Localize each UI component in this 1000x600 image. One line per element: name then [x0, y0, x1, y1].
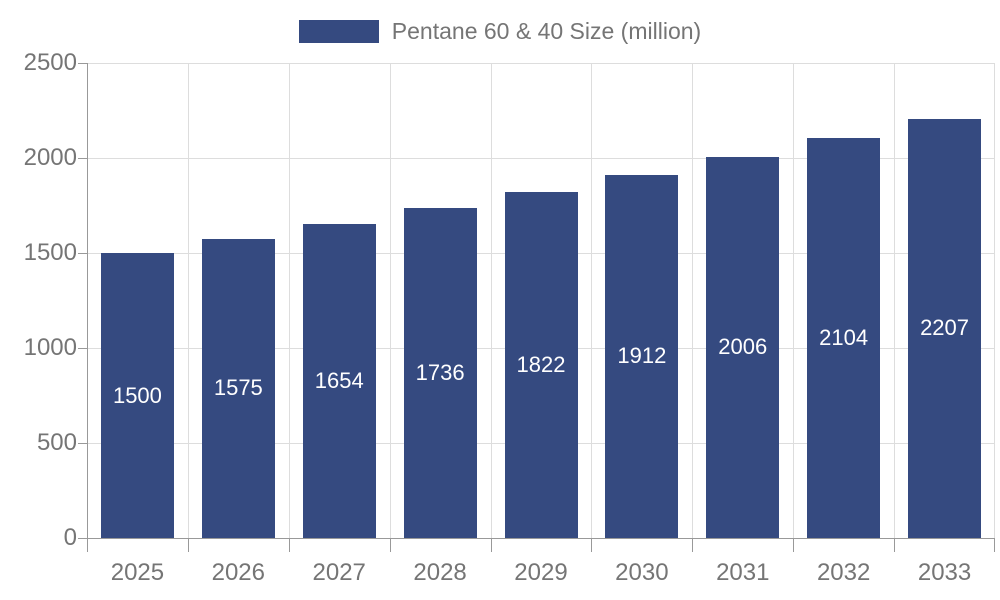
x-tick-label-2026: 2026: [211, 559, 265, 586]
bar-2029[interactable]: 1822: [504, 191, 578, 538]
legend[interactable]: Pentane 60 & 40 Size (million): [0, 14, 1000, 48]
y-tick-label: 2500: [23, 49, 77, 76]
bar-2026[interactable]: 1575: [201, 238, 275, 538]
y-tick-label: 500: [36, 429, 77, 456]
x-tick: [591, 538, 592, 552]
y-tick-label: 1500: [23, 239, 77, 266]
y-tick-label: 0: [63, 524, 77, 551]
bar-2027[interactable]: 1654: [302, 223, 376, 538]
x-tick: [87, 538, 88, 552]
y-tick: [78, 443, 87, 444]
x-gridline: [591, 63, 592, 538]
y-gridline: [87, 63, 995, 64]
x-tick-label-2032: 2032: [816, 559, 871, 586]
y-axis-line: [87, 63, 88, 538]
x-tick-label-2028: 2028: [413, 559, 467, 586]
bar-2025[interactable]: 1500: [100, 253, 174, 538]
x-gridline: [894, 63, 895, 538]
y-tick-label: 2000: [23, 144, 77, 171]
x-gridline: [692, 63, 693, 538]
x-tick-label-2029: 2029: [514, 559, 568, 586]
y-gridline: [87, 158, 995, 159]
x-tick: [491, 538, 492, 552]
x-tick: [390, 538, 391, 552]
y-tick: [78, 348, 87, 349]
x-gridline: [793, 63, 794, 538]
y-tick: [78, 158, 87, 159]
bar-value-label: 2104: [819, 325, 869, 351]
x-gridline: [491, 63, 492, 538]
y-tick: [78, 63, 87, 64]
x-gridline: [390, 63, 391, 538]
x-tick-label-2025: 2025: [110, 559, 165, 586]
bar-2031[interactable]: 2006: [706, 156, 780, 538]
y-tick: [78, 538, 87, 539]
x-axis-line: [87, 538, 995, 539]
y-tick: [78, 253, 87, 254]
bar-value-label: 1912: [617, 343, 667, 369]
x-gridline: [289, 63, 290, 538]
x-tick: [692, 538, 693, 552]
bar-value-label: 2006: [718, 334, 768, 360]
bar-value-label: 1736: [415, 360, 465, 386]
x-tick: [793, 538, 794, 552]
bar-value-label: 2207: [920, 315, 970, 341]
y-tick-label: 1000: [23, 334, 77, 361]
bar-2033[interactable]: 2207: [908, 118, 982, 538]
legend-swatch: [298, 19, 379, 43]
plot-area: 0 500 1000 1500 2000 2500 1500 2025 1575 2026 1654…: [24, 50, 995, 586]
x-tick-label-2033: 2033: [917, 559, 972, 586]
x-tick-label-2031: 2031: [716, 559, 770, 586]
bar-value-label: 1822: [516, 351, 566, 377]
bar-2028[interactable]: 1736: [403, 208, 477, 538]
x-tick: [994, 538, 995, 552]
bar-2030[interactable]: 1912: [605, 174, 679, 538]
bar-2032[interactable]: 2104: [807, 138, 881, 538]
bar-value-label: 1654: [314, 367, 364, 393]
bar-value-label: 1575: [213, 375, 263, 401]
x-tick: [289, 538, 290, 552]
x-tick: [188, 538, 189, 552]
x-tick-label-2027: 2027: [312, 559, 366, 586]
legend-label: Pentane 60 & 40 Size (million): [391, 17, 702, 44]
x-gridline: [188, 63, 189, 538]
x-gridline: [994, 63, 995, 538]
x-tick-label-2030: 2030: [615, 559, 669, 586]
x-tick: [894, 538, 895, 552]
bar-value-label: 1500: [112, 382, 162, 408]
